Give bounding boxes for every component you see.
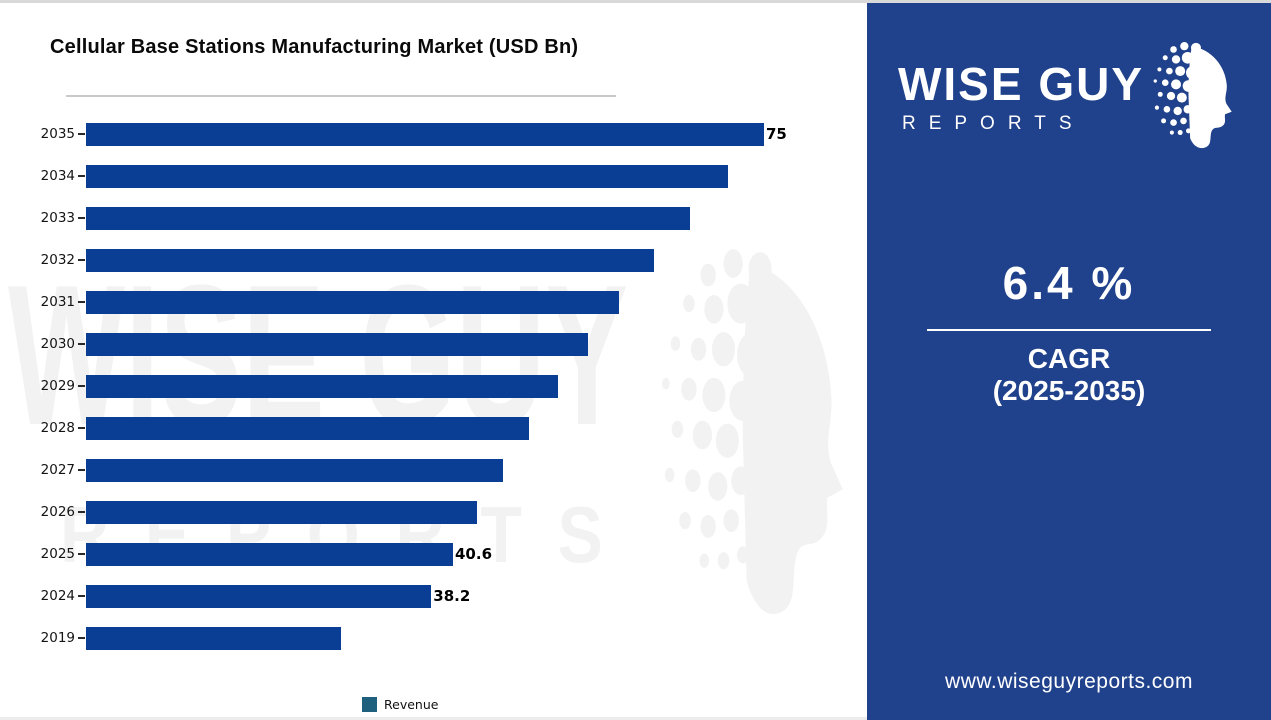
- bar-row-2032: 2032: [0, 239, 867, 281]
- chart-title: Cellular Base Stations Manufacturing Mar…: [50, 36, 579, 58]
- y-tick-label: 2019: [40, 630, 75, 646]
- revenue-bar-2024: [86, 584, 432, 608]
- y-tick-label: 2029: [40, 378, 75, 394]
- bar-row-2034: 2034: [0, 155, 867, 197]
- cagr-divider: [927, 328, 1211, 331]
- bar-row-2027: 2027: [0, 449, 867, 491]
- y-tick-label: 2025: [40, 546, 75, 562]
- y-tick-mark: [78, 637, 85, 639]
- y-tick-label: 2024: [40, 588, 75, 604]
- y-tick-label: 2030: [40, 336, 75, 352]
- y-tick-mark: [78, 427, 85, 429]
- y-tick-mark: [78, 385, 85, 387]
- revenue-bar-2026: [86, 500, 478, 524]
- chart-pane: WISE GUY REPORTS Cellular Base Stations …: [0, 3, 867, 720]
- revenue-bar-2030: [86, 332, 588, 356]
- cagr-label-line1: CAGR: [1027, 342, 1111, 374]
- y-tick-label: 2028: [40, 420, 75, 436]
- y-tick-mark: [78, 301, 85, 303]
- bar-value-label: 75: [766, 125, 787, 143]
- revenue-bar-2034: [86, 164, 728, 188]
- y-tick-mark: [78, 175, 85, 177]
- cagr-value: 6.4 %: [1002, 257, 1136, 309]
- bar-row-2019: 2019: [0, 617, 867, 659]
- bar-chart: 2035 75 2034 2033 2032 2031 2030 2029 2028 2027 20…: [0, 113, 867, 659]
- y-tick-mark: [78, 553, 85, 555]
- revenue-bar-2035: [86, 122, 764, 146]
- revenue-bar-2033: [86, 206, 690, 230]
- revenue-bar-2028: [86, 416, 529, 440]
- revenue-bar-2032: [86, 248, 654, 272]
- y-tick-label: 2034: [40, 168, 75, 184]
- legend-swatch: [362, 697, 377, 712]
- logo-reports-text: REPORTS: [901, 113, 1085, 134]
- bar-row-2025: 2025 40.6: [0, 533, 867, 575]
- y-tick-mark: [78, 133, 85, 135]
- y-tick-mark: [78, 595, 85, 597]
- legend: Revenue: [362, 697, 438, 712]
- cagr-label: CAGR (2025-2035): [993, 343, 1146, 407]
- y-tick-label: 2033: [40, 210, 75, 226]
- y-tick-label: 2027: [40, 462, 75, 478]
- brand-panel: WISE GUY REPORTS 6.4 % CAGR (2025-2035) …: [867, 3, 1271, 720]
- title-underline: [66, 95, 616, 97]
- logo-text: WISE GUY REPORTS: [898, 61, 1144, 135]
- bar-value-label: 38.2: [433, 587, 471, 605]
- dotted-head-icon: [1132, 36, 1240, 156]
- logo-wise-guy-text: WISE GUY: [897, 58, 1145, 110]
- revenue-bar-2031: [86, 290, 620, 314]
- y-tick-mark: [78, 217, 85, 219]
- legend-label: Revenue: [384, 697, 439, 712]
- bar-row-2024: 2024 38.2: [0, 575, 867, 617]
- revenue-bar-2019: [86, 626, 341, 650]
- revenue-bar-2025: [86, 542, 453, 566]
- bar-row-2026: 2026: [0, 491, 867, 533]
- bar-row-2035: 2035 75: [0, 113, 867, 155]
- y-tick-mark: [78, 511, 85, 513]
- revenue-bar-2029: [86, 374, 558, 398]
- y-tick-label: 2031: [40, 294, 75, 310]
- website-link[interactable]: www.wiseguyreports.com: [945, 670, 1193, 693]
- revenue-bar-2027: [86, 458, 503, 482]
- bar-row-2033: 2033: [0, 197, 867, 239]
- y-tick-mark: [78, 469, 85, 471]
- y-tick-mark: [78, 343, 85, 345]
- wise-guy-reports-logo: WISE GUY REPORTS: [898, 33, 1240, 163]
- cagr-label-line2: (2025-2035): [992, 374, 1146, 406]
- y-tick-label: 2026: [40, 504, 75, 520]
- bar-row-2030: 2030: [0, 323, 867, 365]
- bar-row-2028: 2028: [0, 407, 867, 449]
- y-tick-label: 2035: [40, 126, 75, 142]
- bar-value-label: 40.6: [455, 545, 493, 563]
- bar-row-2029: 2029: [0, 365, 867, 407]
- bar-row-2031: 2031: [0, 281, 867, 323]
- y-tick-mark: [78, 259, 85, 261]
- y-tick-label: 2032: [40, 252, 75, 268]
